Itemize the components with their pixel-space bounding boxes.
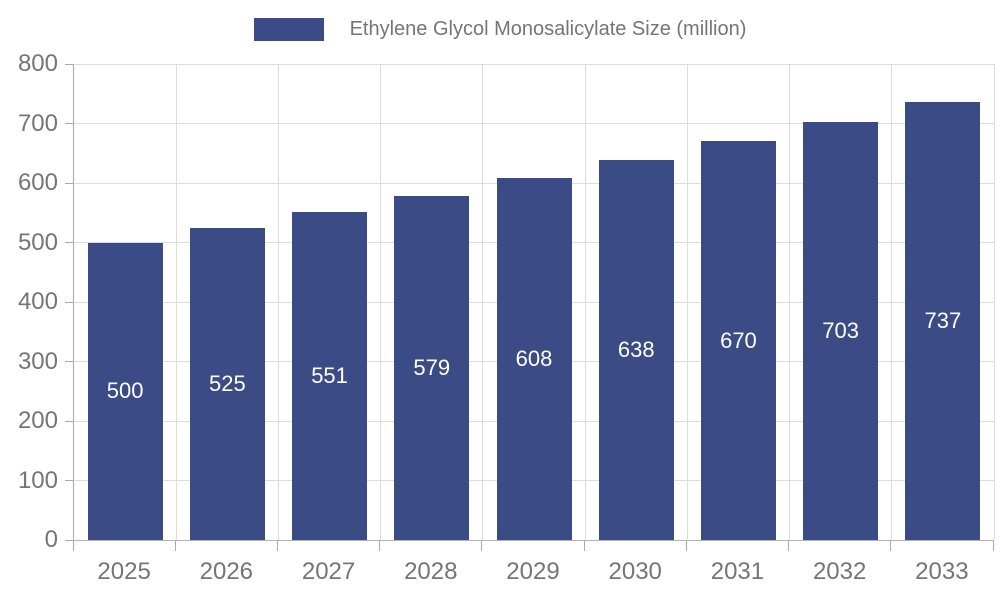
- y-axis-tick-label: 600: [17, 169, 58, 196]
- x-axis-tick: [174, 541, 176, 551]
- y-axis-tick: [65, 182, 73, 184]
- y-axis-tick-label: 100: [17, 466, 58, 494]
- x-axis-tick-label: 2033: [915, 558, 969, 585]
- bar-value-label: 703: [822, 317, 860, 343]
- y-axis-tick: [65, 242, 73, 243]
- bar-value-label: 737: [924, 307, 962, 333]
- x-axis-tick-label: 2025: [97, 558, 151, 585]
- y-axis-tick-label: 700: [17, 109, 58, 137]
- v-gridline: [789, 64, 791, 540]
- x-axis-tick: [379, 541, 381, 551]
- bar-value-label: 525: [208, 370, 246, 396]
- y-axis-tick: [65, 301, 73, 303]
- y-axis-tick: [65, 361, 73, 362]
- y-axis-tick: [65, 539, 73, 541]
- x-axis-tick: [72, 541, 74, 551]
- h-gridline: [74, 63, 994, 65]
- y-axis-tick: [65, 63, 73, 65]
- bar-2027: 551: [292, 212, 368, 540]
- y-axis-tick-label: 400: [17, 288, 58, 315]
- x-axis-tick-label: 2027: [301, 558, 356, 585]
- y-axis-tick: [65, 480, 73, 481]
- chart-legend: Ethylene Glycol Monosalicylate Size (mil…: [0, 18, 1000, 41]
- x-axis-tick: [583, 541, 585, 551]
- y-axis-tick-label: 500: [17, 228, 58, 256]
- legend-label: Ethylene Glycol Monosalicylate Size (mil…: [349, 18, 747, 40]
- plot-area: 500 525 551 579 608 638 670 703 737: [73, 63, 995, 541]
- v-gridline: [482, 64, 484, 540]
- x-axis-tick: [481, 541, 483, 551]
- v-gridline: [277, 64, 279, 540]
- v-gridline: [380, 64, 382, 540]
- bar-2028: 579: [394, 195, 470, 540]
- bar-2031: 670: [700, 141, 776, 540]
- bar-value-label: 608: [515, 346, 553, 372]
- x-axis-tick-label: 2026: [199, 558, 254, 585]
- bar-2029: 608: [496, 178, 572, 540]
- bar-2030: 638: [598, 160, 674, 540]
- legend-color-swatch: [253, 18, 324, 41]
- x-axis-tick: [788, 541, 790, 551]
- bar-2025: 500: [87, 242, 163, 540]
- bar-2032: 703: [803, 121, 879, 540]
- bar-value-label: 551: [311, 363, 348, 389]
- h-gridline: [74, 123, 994, 124]
- x-axis-tick: [992, 541, 994, 551]
- bar-value-label: 670: [720, 327, 757, 353]
- y-axis-tick-label: 800: [17, 50, 58, 77]
- x-axis-tick: [890, 541, 892, 551]
- x-axis-tick: [685, 541, 687, 551]
- v-gridline: [686, 64, 688, 540]
- x-axis-tick: [276, 541, 278, 551]
- x-axis-tick-label: 2031: [710, 558, 765, 585]
- bar-2033: 737: [905, 101, 981, 540]
- x-axis-tick-label: 2028: [404, 558, 458, 585]
- v-gridline: [175, 64, 177, 540]
- bar-value-label: 500: [106, 378, 144, 404]
- y-axis-tick: [65, 420, 73, 422]
- bar-2026: 525: [189, 227, 265, 540]
- y-axis-tick-label: 300: [17, 347, 58, 375]
- x-axis-tick-label: 2032: [812, 558, 867, 585]
- bar-value-label: 579: [413, 354, 451, 380]
- y-axis-tick-label: 200: [17, 407, 58, 434]
- v-gridline: [993, 64, 995, 540]
- v-gridline: [584, 64, 586, 540]
- y-axis-tick-label: 0: [44, 526, 58, 553]
- v-gridline: [891, 64, 893, 540]
- x-axis-tick-label: 2029: [506, 558, 560, 585]
- y-axis-tick: [65, 123, 73, 124]
- x-axis-tick-label: 2030: [608, 558, 662, 585]
- bar-value-label: 638: [617, 337, 655, 363]
